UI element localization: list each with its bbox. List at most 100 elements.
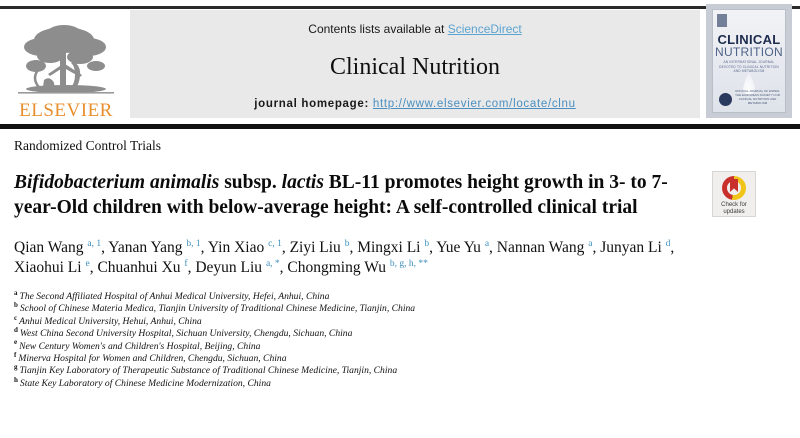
author-entry[interactable]: Nannan Wang a — [497, 239, 593, 256]
journal-homepage-line: journal homepage: http://www.elsevier.co… — [130, 98, 700, 110]
article-title-part-3: BL-11 promotes height growth in 3- to 7-… — [14, 172, 668, 218]
author-list: Qian Wang a, 1, Yanan Yang b, 1, Yin Xia… — [14, 238, 686, 277]
cover-society-seal-icon — [719, 93, 732, 106]
crossmark-icon — [722, 176, 746, 200]
author-separator: , — [200, 239, 208, 256]
journal-title: Clinical Nutrition — [330, 54, 500, 80]
author-affiliation-marks: b — [344, 238, 350, 249]
affiliation-text: New Century Women's and Children's Hospi… — [19, 340, 261, 352]
contents-lists-line: Contents lists available at ScienceDirec… — [130, 22, 700, 36]
affiliation-mark: b — [14, 301, 18, 310]
author-affiliation-marks: a, 1 — [87, 238, 102, 249]
banner-gray-panel: Contents lists available at ScienceDirec… — [130, 10, 700, 118]
affiliation-mark: h — [14, 375, 18, 384]
cover-subtitle: AN INTERNATIONAL JOURNAL DEVOTED TO CLIN… — [719, 60, 779, 74]
author-name: Chuanhui Xu — [97, 258, 185, 276]
author-entry[interactable]: Yanan Yang b, 1 — [108, 239, 200, 256]
journal-cover-thumbnail[interactable]: CLINICAL NUTRITION AN INTERNATIONAL JOUR… — [706, 4, 792, 118]
author-entry[interactable]: Qian Wang a, 1 — [14, 239, 101, 256]
elsevier-tree-icon — [18, 25, 114, 94]
homepage-label: journal homepage: — [254, 98, 370, 110]
article-title-part-1: subsp. — [219, 172, 282, 193]
affiliation-text: Minerva Hospital for Women and Children,… — [18, 353, 287, 365]
crossmark-label-line1: Check for — [721, 202, 747, 208]
affiliation-row: c Anhui Medical University, Hehui, Anhui,… — [14, 313, 704, 328]
affiliation-row: a The Second Affiliated Hospital of Anhui… — [14, 288, 704, 303]
homepage-url-link[interactable]: http://www.elsevier.com/locate/clnu — [372, 98, 576, 110]
journal-cover-image: CLINICAL NUTRITION AN INTERNATIONAL JOUR… — [712, 9, 786, 113]
author-name: Qian Wang — [14, 239, 88, 256]
author-name: Yanan Yang — [108, 239, 187, 256]
author-entry[interactable]: Yue Yu a — [436, 239, 489, 256]
author-affiliation-marks: b, g, h, ** — [389, 258, 428, 269]
author-affiliation-marks: a — [484, 238, 490, 249]
affiliation-mark: a — [14, 288, 18, 297]
article-title-part-0: Bifidobacterium animalis — [14, 172, 220, 193]
author-entry[interactable]: Chuanhui Xu f — [97, 259, 187, 276]
elsevier-logo[interactable]: ELSEVIER — [8, 12, 124, 120]
author-separator: , — [101, 239, 109, 256]
author-separator: , — [429, 239, 437, 256]
affiliation-text: West China Second University Hospital, S… — [19, 328, 353, 340]
author-entry[interactable]: Xiaohui Li e — [14, 259, 90, 276]
author-name: Ziyi Liu — [289, 239, 345, 256]
affiliation-mark: d — [14, 326, 18, 335]
author-affiliation-marks: b — [424, 238, 430, 249]
author-separator: , — [279, 258, 288, 276]
author-affiliation-marks: f — [184, 258, 188, 269]
author-separator: , — [349, 239, 358, 256]
author-affiliation-marks: a — [588, 238, 593, 249]
sciencedirect-link[interactable]: ScienceDirect — [447, 22, 522, 36]
crossmark-label: Check for updates — [721, 202, 747, 216]
crossmark-label-line2: updates — [723, 209, 745, 215]
author-name: Yin Xiao — [207, 239, 269, 256]
author-separator: , — [670, 239, 675, 256]
affiliation-text: Tianjin Key Laboratory of Therapeutic Su… — [19, 365, 398, 377]
author-entry[interactable]: Chongming Wu b, g, h, ** — [287, 259, 427, 276]
affiliation-text: The Second Affiliated Hospital of Anhui … — [19, 291, 330, 302]
author-separator: , — [281, 239, 290, 256]
author-name: Mingxi Li — [357, 239, 425, 256]
cover-title-line1: CLINICAL — [717, 32, 781, 47]
author-affiliation-marks: d — [665, 238, 671, 249]
affiliation-row: e New Century Women's and Children's Hosp… — [14, 338, 704, 353]
author-name: Deyun Liu — [195, 258, 266, 276]
contents-prefix-text: Contents lists available at — [308, 22, 448, 36]
affiliation-list: a The Second Affiliated Hospital of Anhui… — [14, 288, 704, 390]
article-title-part-2: lactis — [281, 172, 324, 193]
affiliation-mark: g — [14, 363, 18, 372]
author-affiliation-marks: a, * — [265, 258, 280, 269]
affiliation-row: g Tianjin Key Laboratory of Therapeutic S… — [14, 363, 704, 377]
journal-header-banner: ELSEVIER Contents lists available at Sci… — [0, 10, 800, 122]
author-affiliation-marks: b, 1 — [186, 238, 201, 249]
author-separator: , — [592, 239, 601, 256]
author-entry[interactable]: Mingxi Li b — [357, 239, 429, 256]
article-section-label: Randomized Control Trials — [14, 138, 162, 153]
author-entry[interactable]: Deyun Liu a, * — [195, 259, 279, 276]
affiliation-mark: f — [14, 350, 17, 359]
author-affiliation-marks: c, 1 — [268, 238, 282, 249]
crossmark-check-for-updates-badge[interactable]: Check for updates — [712, 171, 756, 217]
cover-footer-text: OFFICIAL JOURNAL OF ESPEN, THE EUROPEAN … — [735, 89, 780, 105]
affiliation-row: f Minerva Hospital for Women and Children… — [14, 350, 704, 365]
author-entry[interactable]: Ziyi Liu b — [290, 239, 350, 256]
affiliation-mark: c — [14, 313, 18, 322]
author-name: Chongming Wu — [287, 258, 390, 276]
article-header-block: Randomized Control Trials Bifidobacteriu… — [14, 138, 704, 390]
author-name: Nannan Wang — [496, 239, 589, 256]
cover-title-line2: NUTRITION — [714, 45, 784, 59]
author-entry[interactable]: Yin Xiao c, 1 — [208, 239, 282, 256]
affiliation-mark: e — [14, 338, 18, 347]
author-entry[interactable]: Junyan Li d — [600, 239, 670, 256]
affiliation-text: School of Chinese Materia Medica, Tianji… — [19, 303, 416, 315]
affiliation-text: Anhui Medical University, Hehui, Anhui, … — [19, 315, 202, 327]
affiliation-row: h State Key Laboratory of Chinese Medicin… — [14, 375, 704, 390]
affiliation-text: State Key Laboratory of Chinese Medicine… — [19, 377, 271, 389]
author-separator: , — [89, 258, 98, 276]
author-name: Junyan Li — [600, 239, 666, 256]
article-title: Bifidobacterium animalis subsp. lactis B… — [14, 170, 690, 220]
header-bottom-rule — [0, 124, 800, 129]
elsevier-wordmark: ELSEVIER — [19, 100, 113, 121]
cover-elsevier-mark-icon — [717, 14, 727, 27]
author-affiliation-marks: e — [85, 258, 90, 269]
